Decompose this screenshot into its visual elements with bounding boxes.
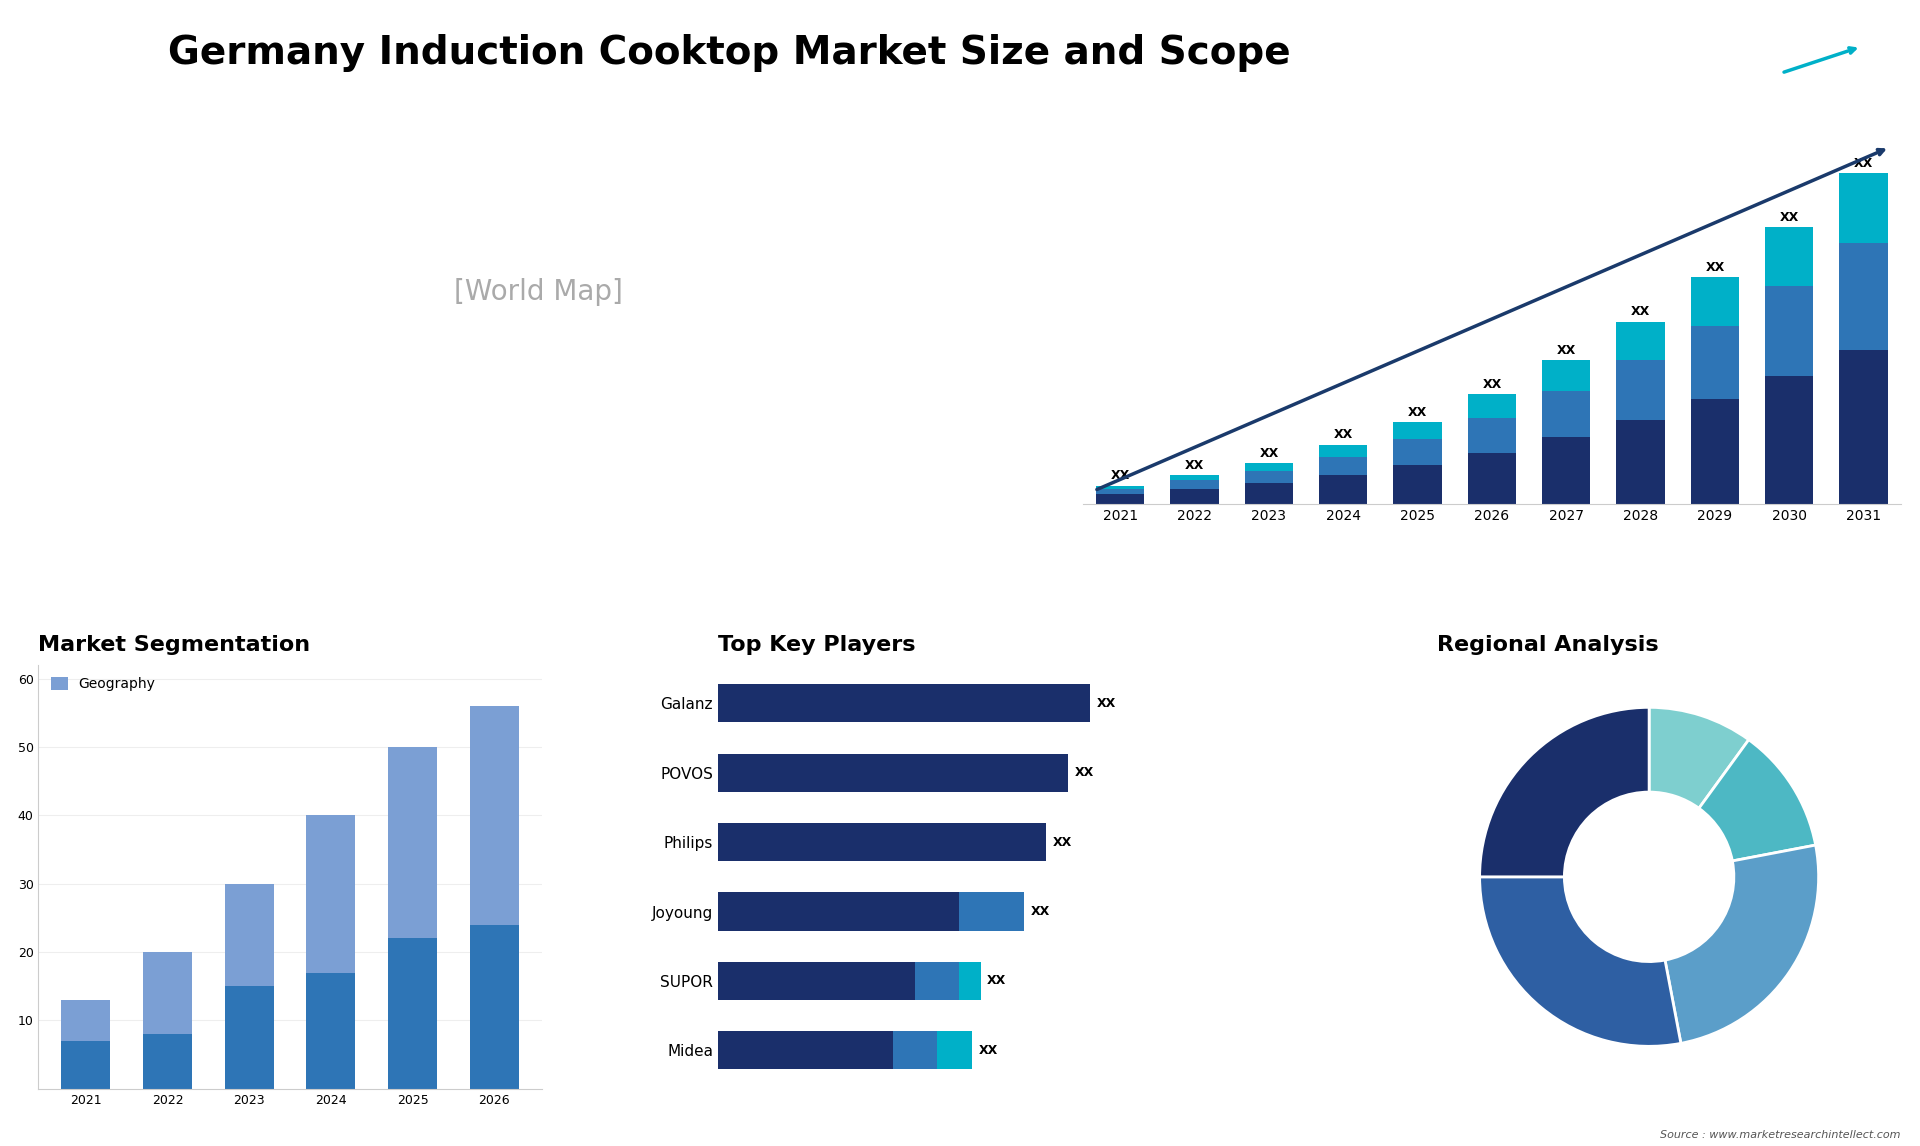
Bar — [1319, 445, 1367, 457]
Bar — [958, 961, 981, 1000]
Text: RESEARCH: RESEARCH — [1745, 132, 1788, 139]
Text: XX: XX — [1630, 306, 1651, 319]
Bar — [1764, 285, 1814, 376]
Text: XX: XX — [1110, 470, 1131, 482]
Bar — [937, 1031, 972, 1069]
Bar — [1764, 376, 1814, 504]
Bar — [1171, 488, 1219, 504]
Bar — [1467, 453, 1517, 504]
Text: Germany Induction Cooktop Market Size and Scope: Germany Induction Cooktop Market Size an… — [169, 34, 1290, 72]
Text: XX: XX — [1482, 378, 1501, 391]
Bar — [307, 973, 355, 1089]
Bar — [1467, 394, 1517, 418]
Bar — [470, 925, 518, 1089]
Bar — [1692, 277, 1740, 325]
Text: XX: XX — [1185, 460, 1204, 472]
Bar — [1171, 480, 1219, 488]
Bar — [1542, 361, 1590, 391]
Text: Regional Analysis: Regional Analysis — [1438, 635, 1659, 656]
Bar — [1244, 484, 1294, 504]
Bar — [718, 893, 958, 931]
Text: Top Key Players: Top Key Players — [718, 635, 916, 656]
Bar — [1617, 361, 1665, 419]
Text: XX: XX — [1334, 429, 1354, 441]
Bar — [1467, 418, 1517, 453]
Text: XX: XX — [1075, 767, 1094, 779]
Text: XX: XX — [1557, 345, 1576, 358]
Bar — [1319, 476, 1367, 504]
Bar — [307, 815, 355, 973]
Wedge shape — [1480, 877, 1680, 1046]
Bar — [1096, 488, 1144, 494]
Bar — [1839, 173, 1887, 243]
Bar — [1394, 465, 1442, 504]
Text: XX: XX — [1780, 211, 1799, 225]
Bar — [1319, 457, 1367, 476]
Text: XX: XX — [1260, 447, 1279, 460]
Bar — [1171, 476, 1219, 480]
Text: MARKET: MARKET — [1749, 118, 1784, 124]
Bar — [470, 706, 518, 925]
Bar — [1617, 419, 1665, 504]
Legend: Geography: Geography — [46, 672, 161, 697]
Bar — [718, 823, 1046, 861]
Text: XX: XX — [1052, 835, 1071, 849]
Bar — [142, 952, 192, 1034]
Text: XX: XX — [987, 974, 1006, 988]
Bar — [958, 893, 1023, 931]
Bar — [388, 747, 438, 939]
Bar — [718, 961, 916, 1000]
Text: XX: XX — [1855, 157, 1874, 170]
Bar — [1692, 325, 1740, 400]
Text: XX: XX — [1031, 905, 1050, 918]
Text: XX: XX — [1705, 261, 1724, 274]
Bar — [916, 961, 958, 1000]
Bar — [1839, 351, 1887, 504]
Bar — [1394, 422, 1442, 439]
Wedge shape — [1649, 707, 1749, 808]
Text: XX: XX — [979, 1044, 998, 1057]
Bar — [893, 1031, 937, 1069]
Bar — [1244, 463, 1294, 471]
Bar — [1617, 322, 1665, 361]
Bar — [718, 684, 1091, 722]
Bar — [1542, 391, 1590, 438]
Bar — [225, 884, 275, 987]
Text: XX: XX — [1096, 697, 1116, 709]
Bar — [61, 1041, 109, 1089]
Bar — [225, 987, 275, 1089]
Bar — [61, 999, 109, 1041]
Text: INTELLECT: INTELLECT — [1745, 147, 1788, 152]
Bar — [388, 939, 438, 1089]
Wedge shape — [1480, 707, 1649, 877]
Bar — [1542, 438, 1590, 504]
Bar — [1096, 486, 1144, 488]
Text: [World Map]: [World Map] — [453, 278, 622, 306]
Bar — [1244, 471, 1294, 484]
Wedge shape — [1665, 845, 1818, 1043]
Wedge shape — [1699, 739, 1816, 861]
Bar — [718, 754, 1068, 792]
Bar — [142, 1034, 192, 1089]
Bar — [1692, 400, 1740, 504]
Bar — [1394, 439, 1442, 465]
Text: Source : www.marketresearchintellect.com: Source : www.marketresearchintellect.com — [1661, 1130, 1901, 1140]
Bar — [1839, 243, 1887, 351]
Bar — [1096, 494, 1144, 504]
Text: Market Segmentation: Market Segmentation — [38, 635, 311, 656]
Text: XX: XX — [1407, 406, 1427, 419]
Bar — [1764, 227, 1814, 285]
Bar — [718, 1031, 893, 1069]
